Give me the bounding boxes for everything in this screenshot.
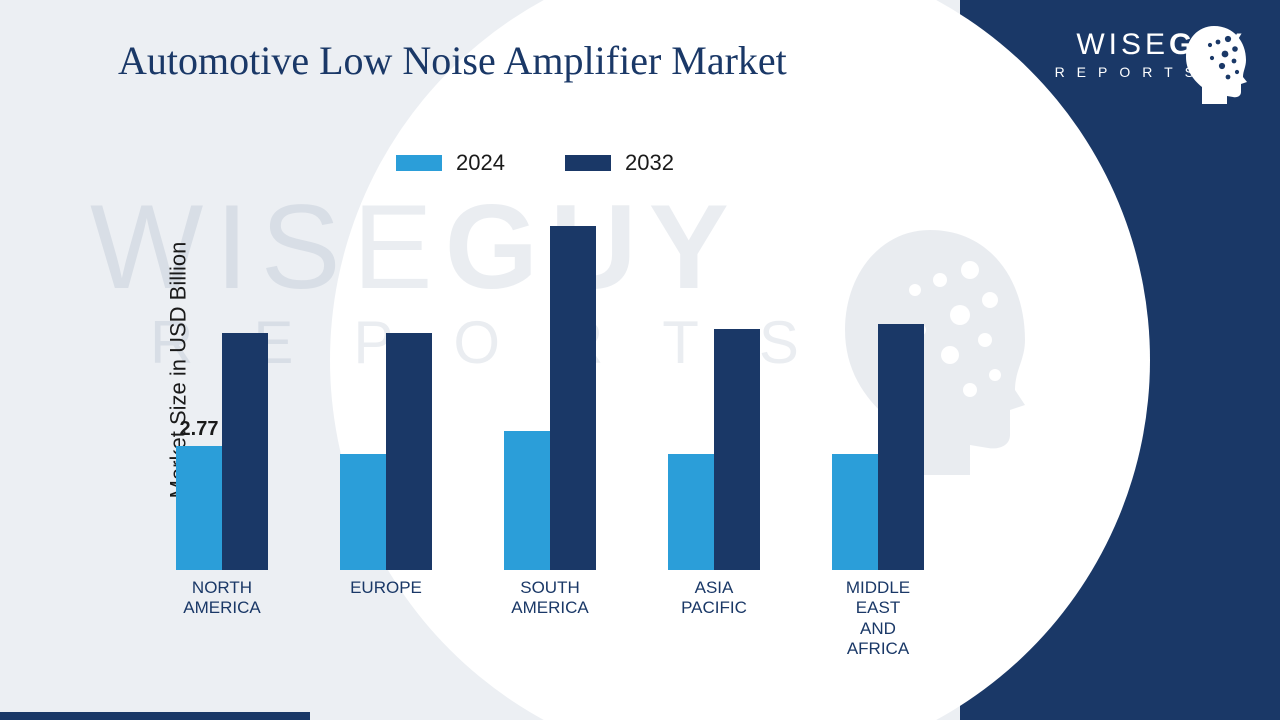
bar-pair [832,190,924,570]
bar-group: SOUTH AMERICA [468,190,632,570]
bar-pair: 2.77 [176,190,268,570]
bar-2024: 2.77 [176,446,222,570]
x-axis-label: NORTH AMERICA [152,578,292,619]
bar-pair [340,190,432,570]
bar-2032 [714,329,760,570]
bar-2024 [668,454,714,570]
bottom-accent-bar [0,712,310,720]
legend-swatch-2024 [396,155,442,171]
legend-item-2024: 2024 [396,150,505,176]
legend-label-2024: 2024 [456,150,505,176]
logo-text-wise: WISE [1076,28,1169,61]
bar-2024 [504,431,550,570]
bar-pair [504,190,596,570]
bar-2024 [340,454,386,570]
chart-legend: 2024 2032 [110,150,960,176]
bar-2032 [550,226,596,570]
bar-value-label: 2.77 [180,418,219,441]
x-axis-label: SOUTH AMERICA [480,578,620,619]
logo-head-icon [1182,24,1252,106]
bar-2032 [222,333,268,570]
bar-group: MIDDLE EAST AND AFRICA [796,190,960,570]
legend-label-2032: 2032 [625,150,674,176]
x-axis-label: MIDDLE EAST AND AFRICA [808,578,948,660]
bar-2032 [386,333,432,570]
bar-group: EUROPE [304,190,468,570]
bar-group: ASIA PACIFIC [632,190,796,570]
x-axis-label: ASIA PACIFIC [644,578,784,619]
legend-item-2032: 2032 [565,150,674,176]
bar-chart: Market Size in USD Billion 2024 2032 2.7… [110,150,960,590]
bar-pair [668,190,760,570]
bar-groups: 2.77NORTH AMERICAEUROPESOUTH AMERICAASIA… [140,190,960,570]
legend-swatch-2032 [565,155,611,171]
chart-title: Automotive Low Noise Amplifier Market [118,38,838,84]
bar-group: 2.77NORTH AMERICA [140,190,304,570]
x-axis-label: EUROPE [316,578,456,598]
wiseguy-logo: WISEGUY REPORTS [1055,28,1246,80]
bar-2032 [878,324,924,570]
bar-2024 [832,454,878,570]
